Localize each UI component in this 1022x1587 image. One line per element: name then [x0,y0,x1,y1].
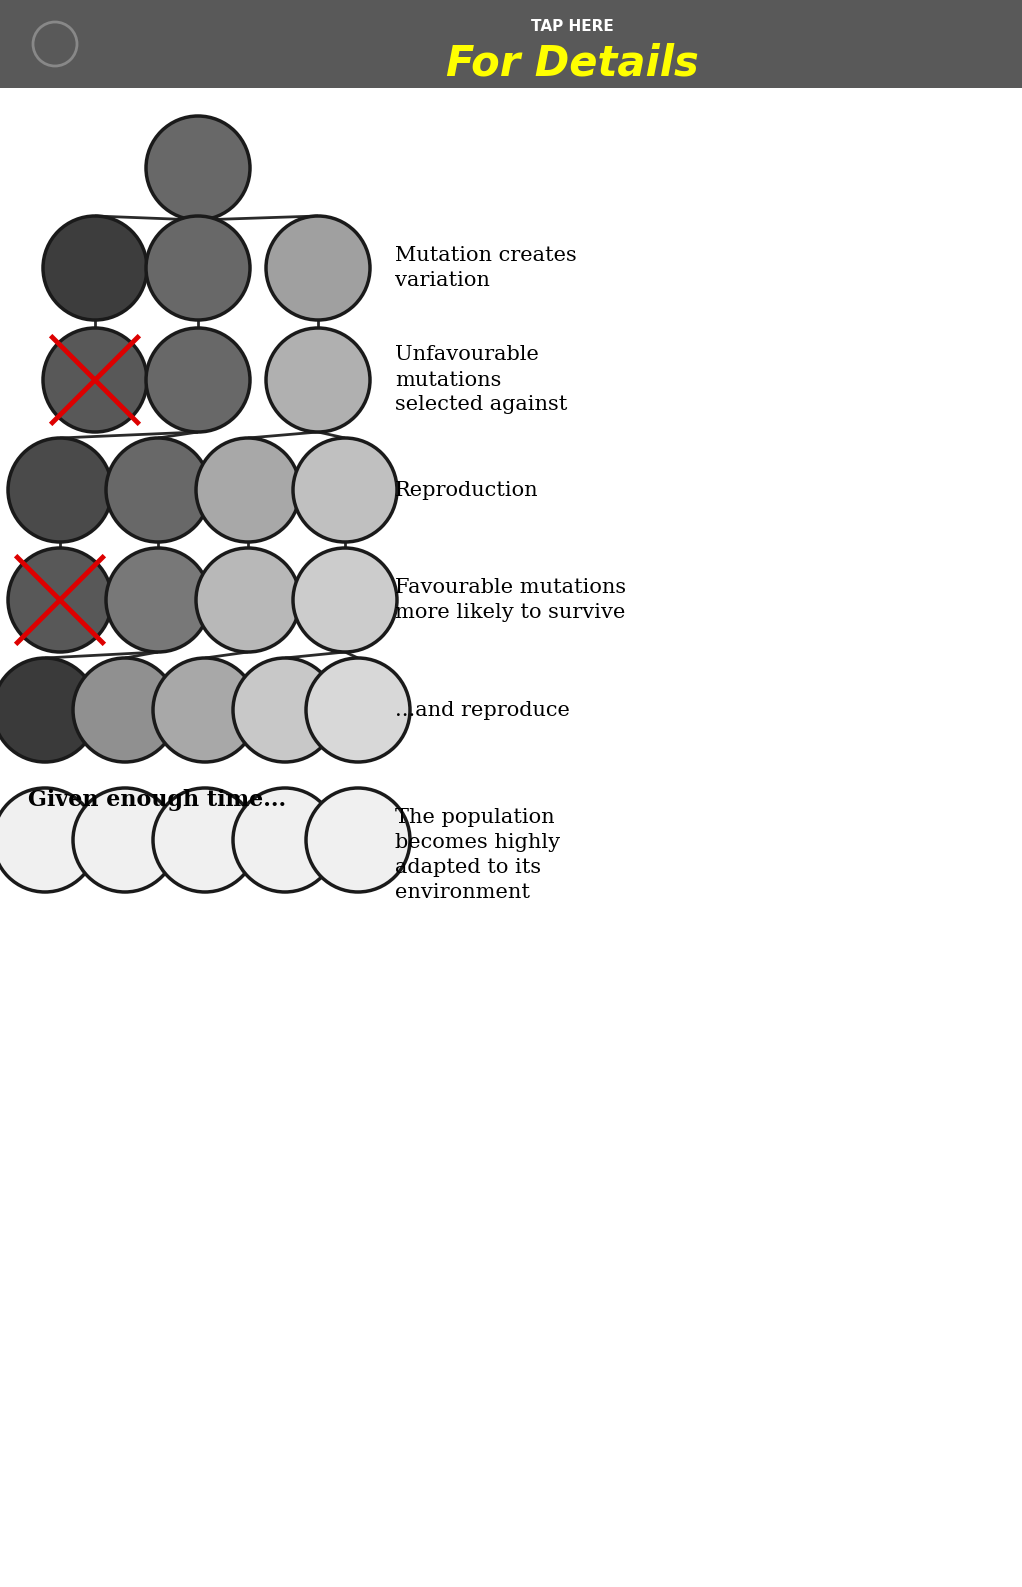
Text: Reproduction: Reproduction [394,481,539,500]
Circle shape [196,438,300,543]
Circle shape [233,789,337,892]
Circle shape [266,329,370,432]
Text: The population
becomes highly
adapted to its
environment: The population becomes highly adapted to… [394,808,560,901]
Text: Favourable mutations
more likely to survive: Favourable mutations more likely to surv… [394,578,626,622]
Bar [0,0,1022,87]
Circle shape [43,329,147,432]
Circle shape [153,659,257,762]
Circle shape [196,548,300,652]
Circle shape [293,438,397,543]
Circle shape [8,548,112,652]
Text: TAP HERE: TAP HERE [531,19,613,33]
Circle shape [233,659,337,762]
Circle shape [73,659,177,762]
Circle shape [0,789,97,892]
Text: Mutation creates
variation: Mutation creates variation [394,246,576,290]
Circle shape [306,789,410,892]
Circle shape [8,438,112,543]
Text: Given enough time...: Given enough time... [28,789,286,811]
Circle shape [293,548,397,652]
Circle shape [73,789,177,892]
Circle shape [106,548,210,652]
Circle shape [266,216,370,321]
Circle shape [146,116,250,221]
Circle shape [146,329,250,432]
Circle shape [146,216,250,321]
Circle shape [43,216,147,321]
Circle shape [106,438,210,543]
Circle shape [0,659,97,762]
Text: For Details: For Details [446,43,699,84]
Text: Unfavourable
mutations
selected against: Unfavourable mutations selected against [394,346,567,414]
Circle shape [153,789,257,892]
Text: ...and reproduce: ...and reproduce [394,700,570,719]
Circle shape [306,659,410,762]
